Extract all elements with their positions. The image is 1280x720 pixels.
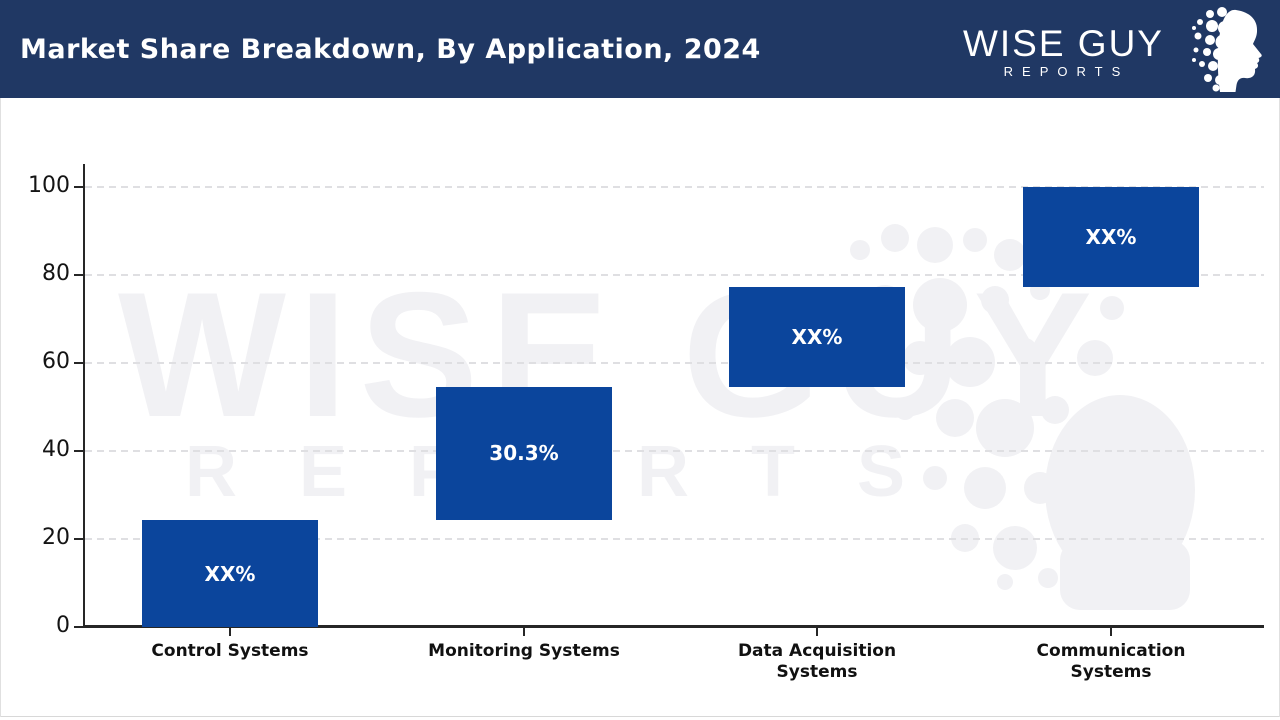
- logo-wordmark-line1: WISE GUY: [962, 23, 1164, 64]
- gridline: [85, 538, 1264, 540]
- y-tick-mark: [74, 362, 83, 364]
- bar: XX%: [729, 286, 905, 387]
- category-label-line: Systems: [776, 662, 858, 682]
- logo-wordmark-line2: REPORTS: [1003, 64, 1130, 79]
- category-label-line: Systems: [1070, 662, 1152, 682]
- y-tick-label: 0: [56, 613, 70, 638]
- bar: XX%: [1023, 187, 1199, 287]
- category-label: Data Acquisition Systems: [707, 641, 927, 683]
- bar: XX%: [142, 520, 318, 627]
- gridline: [85, 274, 1264, 276]
- y-tick-mark: [74, 186, 83, 188]
- bar: 30.3%: [436, 386, 612, 521]
- y-tick-label: 80: [42, 261, 70, 286]
- category-label-line: Monitoring Systems: [428, 641, 620, 661]
- y-tick-label: 20: [42, 525, 70, 550]
- y-tick-label: 40: [42, 437, 70, 462]
- x-tick-mark: [1110, 627, 1112, 636]
- bar-value-label: XX%: [791, 324, 843, 349]
- gridline: [85, 450, 1264, 452]
- wise-guy-reports-logo: WISE GUY REPORTS: [963, 6, 1270, 92]
- plot-area: 0 20 40 60 80 100 XX% 30.3% XX% XX% Control System…: [0, 98, 1280, 720]
- bottom-border: [0, 716, 1280, 717]
- y-tick-mark: [74, 538, 83, 540]
- y-tick-mark: [74, 274, 83, 276]
- bar-value-label: 30.3%: [489, 441, 559, 466]
- category-label-line: Communication: [1036, 641, 1186, 661]
- gridline: [85, 186, 1264, 188]
- x-tick-mark: [229, 627, 231, 636]
- left-border: [0, 98, 1, 717]
- gridline: [85, 362, 1264, 364]
- dotted-head-icon: [1192, 7, 1262, 92]
- bar-value-label: XX%: [1085, 224, 1137, 249]
- logo-wordmark: WISE GUY REPORTS: [963, 25, 1164, 79]
- y-tick-mark: [74, 626, 83, 628]
- y-tick-label: 100: [28, 173, 70, 198]
- category-label: Communication Systems: [1001, 641, 1221, 683]
- y-axis-line: [83, 164, 85, 627]
- y-tick-mark: [74, 450, 83, 452]
- bar-value-label: XX%: [204, 561, 256, 586]
- category-label: Control Systems: [120, 641, 340, 662]
- x-tick-mark: [523, 627, 525, 636]
- x-tick-mark: [816, 627, 818, 636]
- y-tick-label: 60: [42, 349, 70, 374]
- page-title: Market Share Breakdown, By Application, …: [20, 33, 761, 65]
- category-label: Monitoring Systems: [414, 641, 634, 662]
- category-label-line: Data Acquisition: [737, 641, 897, 661]
- category-label-line: Control Systems: [151, 641, 309, 661]
- x-axis-line: [83, 625, 1264, 628]
- header-bar: Market Share Breakdown, By Application, …: [0, 0, 1280, 98]
